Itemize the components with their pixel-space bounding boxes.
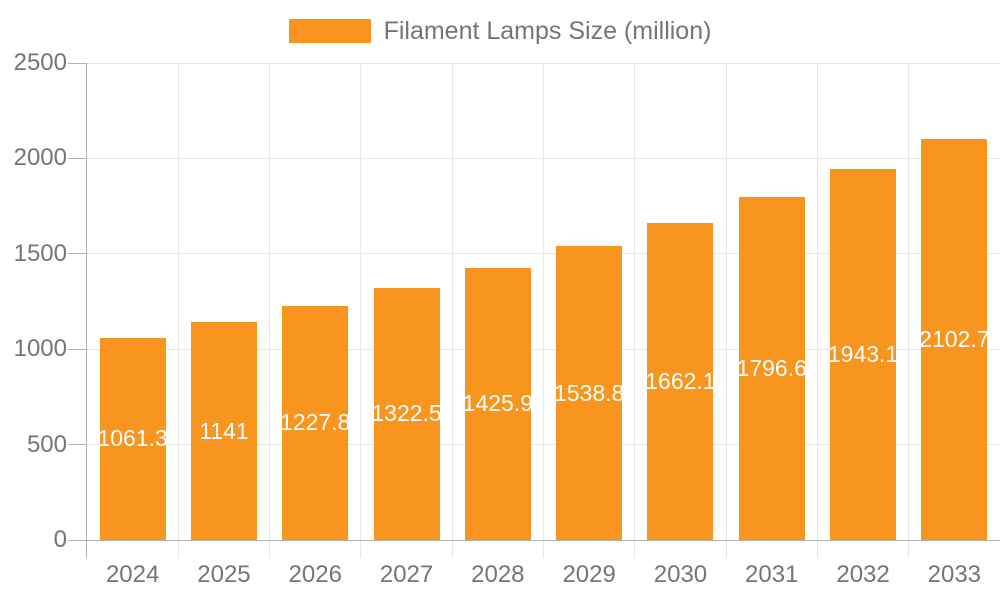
x-gridline bbox=[908, 63, 910, 558]
bar-value-label: 1943.1 bbox=[827, 341, 899, 368]
bar-2027[interactable] bbox=[373, 287, 440, 540]
legend[interactable]: Filament Lamps Size (million) bbox=[0, 11, 1000, 51]
x-gridline bbox=[816, 63, 818, 558]
x-gridline bbox=[269, 63, 271, 558]
y-axis-tick bbox=[68, 348, 87, 350]
bar-value-label: 1425.9 bbox=[462, 390, 534, 417]
bar-value-label: 1662.1 bbox=[645, 367, 716, 394]
x-axis-tick-label: 2027 bbox=[379, 561, 434, 588]
x-axis-tick-label: 2028 bbox=[471, 561, 525, 588]
x-gridline bbox=[360, 63, 362, 558]
y-axis-tick bbox=[68, 253, 87, 255]
y-axis-tick-label: 500 bbox=[26, 430, 67, 458]
x-axis-tick-label: 2033 bbox=[927, 561, 982, 588]
x-axis-tick-label: 2029 bbox=[562, 561, 616, 588]
bar-value-label: 1322.5 bbox=[371, 400, 442, 427]
x-axis-baseline bbox=[87, 539, 1000, 541]
bar-2026[interactable] bbox=[282, 305, 349, 540]
bar-value-label: 1061.3 bbox=[97, 425, 168, 452]
y-axis-tick bbox=[68, 62, 87, 64]
x-axis-tick-label: 2026 bbox=[288, 561, 342, 588]
x-gridline bbox=[177, 63, 179, 558]
bar-2025[interactable] bbox=[190, 322, 257, 540]
x-axis-tick-label: 2024 bbox=[105, 561, 160, 588]
y-axis-tick-label: 0 bbox=[53, 526, 67, 553]
y-axis-line bbox=[86, 63, 87, 558]
legend-label: Filament Lamps Size (million) bbox=[383, 16, 712, 45]
bar-2028[interactable] bbox=[464, 267, 531, 540]
bar-2024[interactable] bbox=[99, 337, 166, 540]
y-axis-tick-label: 1500 bbox=[13, 239, 67, 267]
bar-value-label: 1796.6 bbox=[736, 355, 807, 382]
x-gridline bbox=[725, 63, 727, 558]
y-axis-tick bbox=[68, 444, 87, 446]
bar-value-label: 1538.8 bbox=[553, 379, 625, 406]
bar-2030[interactable] bbox=[647, 222, 714, 540]
bar-2031[interactable] bbox=[738, 197, 805, 540]
bar-value-label: 2102.7 bbox=[919, 325, 990, 352]
y-axis-tick bbox=[68, 157, 87, 159]
x-gridline bbox=[543, 63, 544, 558]
y-axis-tick-label: 2000 bbox=[13, 144, 67, 172]
x-gridline bbox=[451, 63, 453, 558]
bar-value-label: 1227.8 bbox=[280, 409, 351, 436]
x-gridline bbox=[634, 63, 636, 558]
bar-2032[interactable] bbox=[830, 169, 897, 540]
x-axis-tick-label: 2032 bbox=[836, 561, 890, 588]
bar-2033[interactable] bbox=[921, 138, 988, 540]
x-axis-tick-label: 2030 bbox=[653, 561, 708, 588]
y-axis-tick-label: 1000 bbox=[13, 335, 67, 363]
legend-swatch-icon bbox=[288, 19, 371, 43]
x-axis-tick-label: 2025 bbox=[197, 561, 251, 588]
bar-value-label: 1141 bbox=[199, 417, 249, 444]
x-axis-tick-label: 2031 bbox=[745, 561, 799, 588]
bar-2029[interactable] bbox=[556, 246, 623, 540]
y-axis-tick-label: 2500 bbox=[13, 49, 67, 76]
y-axis-tick bbox=[68, 539, 87, 541]
